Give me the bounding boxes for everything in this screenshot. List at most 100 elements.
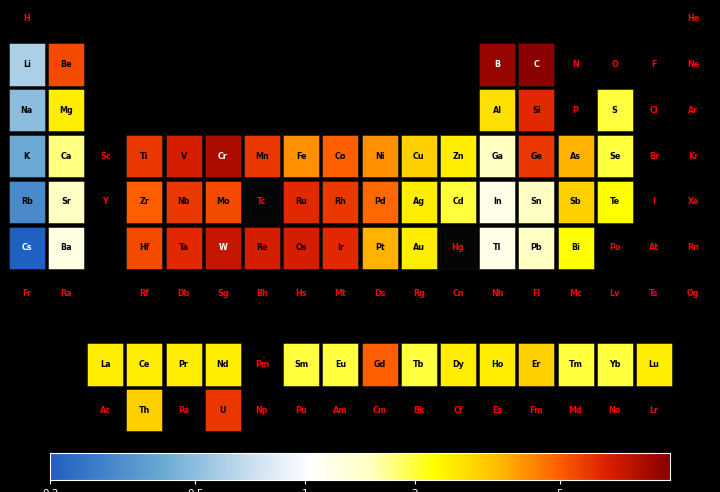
Text: P: P xyxy=(572,106,579,115)
Text: Rg: Rg xyxy=(413,289,425,298)
Text: Cn: Cn xyxy=(452,289,464,298)
Text: Fr: Fr xyxy=(22,289,31,298)
Bar xyxy=(401,343,437,386)
Text: Kr: Kr xyxy=(688,152,698,160)
Text: Pt: Pt xyxy=(375,243,384,252)
Text: Mg: Mg xyxy=(59,106,73,115)
Text: As: As xyxy=(570,152,581,160)
Bar xyxy=(9,227,45,269)
Text: Np: Np xyxy=(256,406,269,415)
Text: Cm: Cm xyxy=(372,406,387,415)
Text: K: K xyxy=(24,152,30,160)
Bar xyxy=(204,227,240,269)
Bar xyxy=(87,343,123,386)
Bar xyxy=(283,181,319,223)
Text: Xe: Xe xyxy=(688,197,699,206)
Bar xyxy=(480,181,516,223)
Text: Pu: Pu xyxy=(295,406,307,415)
Text: Tb: Tb xyxy=(413,360,425,369)
Text: Db: Db xyxy=(177,289,190,298)
Bar xyxy=(48,43,84,86)
Bar xyxy=(480,227,516,269)
Text: Sc: Sc xyxy=(100,152,110,160)
Text: Pa: Pa xyxy=(178,406,189,415)
Bar xyxy=(9,181,45,223)
Bar xyxy=(283,227,319,269)
Text: C: C xyxy=(534,60,539,69)
Text: Po: Po xyxy=(609,243,621,252)
Text: In: In xyxy=(492,197,502,206)
Text: At: At xyxy=(649,243,659,252)
Text: Ga: Ga xyxy=(491,152,503,160)
Text: Ar: Ar xyxy=(688,106,698,115)
Text: Bh: Bh xyxy=(256,289,268,298)
Bar xyxy=(557,227,593,269)
Text: F: F xyxy=(652,60,657,69)
Bar xyxy=(204,135,240,177)
Bar xyxy=(518,343,554,386)
Bar xyxy=(557,343,593,386)
Bar xyxy=(597,181,633,223)
Text: Rn: Rn xyxy=(688,243,699,252)
Text: Ru: Ru xyxy=(295,197,307,206)
Bar xyxy=(204,389,240,431)
Text: Li: Li xyxy=(23,60,31,69)
Text: Ds: Ds xyxy=(374,289,385,298)
Bar xyxy=(518,89,554,131)
Bar xyxy=(244,181,280,223)
Text: Gd: Gd xyxy=(374,360,386,369)
Bar xyxy=(518,43,554,86)
Bar xyxy=(597,89,633,131)
Bar xyxy=(323,135,359,177)
Text: Pr: Pr xyxy=(179,360,189,369)
Bar xyxy=(597,343,633,386)
Text: Pb: Pb xyxy=(531,243,542,252)
Bar xyxy=(127,181,163,223)
Bar xyxy=(597,135,633,177)
Text: Mt: Mt xyxy=(335,289,346,298)
Text: Rh: Rh xyxy=(335,197,346,206)
Text: Ni: Ni xyxy=(375,152,384,160)
Bar xyxy=(127,389,163,431)
Bar xyxy=(557,181,593,223)
Text: Ba: Ba xyxy=(60,243,72,252)
Text: Lr: Lr xyxy=(649,406,659,415)
Bar xyxy=(204,343,240,386)
Bar xyxy=(557,135,593,177)
Text: Zr: Zr xyxy=(140,197,149,206)
Text: Sb: Sb xyxy=(570,197,582,206)
Bar xyxy=(127,343,163,386)
Text: Rb: Rb xyxy=(21,197,32,206)
Text: I: I xyxy=(652,197,655,206)
Bar xyxy=(48,227,84,269)
Text: Am: Am xyxy=(333,406,348,415)
Text: W: W xyxy=(218,243,228,252)
Text: Sm: Sm xyxy=(294,360,308,369)
Text: Cu: Cu xyxy=(413,152,425,160)
Text: La: La xyxy=(100,360,110,369)
Text: Be: Be xyxy=(60,60,72,69)
Bar xyxy=(401,181,437,223)
Text: Y: Y xyxy=(102,197,108,206)
Bar xyxy=(361,227,397,269)
Bar xyxy=(127,227,163,269)
Text: Ca: Ca xyxy=(60,152,72,160)
Text: Og: Og xyxy=(687,289,699,298)
Text: S: S xyxy=(612,106,618,115)
Text: Sg: Sg xyxy=(217,289,229,298)
Text: Hf: Hf xyxy=(139,243,150,252)
Bar xyxy=(48,89,84,131)
Bar xyxy=(361,181,397,223)
Text: B: B xyxy=(494,60,500,69)
Bar xyxy=(166,135,202,177)
Text: Nb: Nb xyxy=(177,197,190,206)
Bar xyxy=(48,181,84,223)
Text: Ac: Ac xyxy=(99,406,111,415)
Text: Re: Re xyxy=(256,243,268,252)
Text: Es: Es xyxy=(492,406,503,415)
Text: Rf: Rf xyxy=(140,289,149,298)
Text: Nd: Nd xyxy=(217,360,229,369)
Text: Eu: Eu xyxy=(335,360,346,369)
Text: Fm: Fm xyxy=(530,406,543,415)
Bar xyxy=(361,343,397,386)
